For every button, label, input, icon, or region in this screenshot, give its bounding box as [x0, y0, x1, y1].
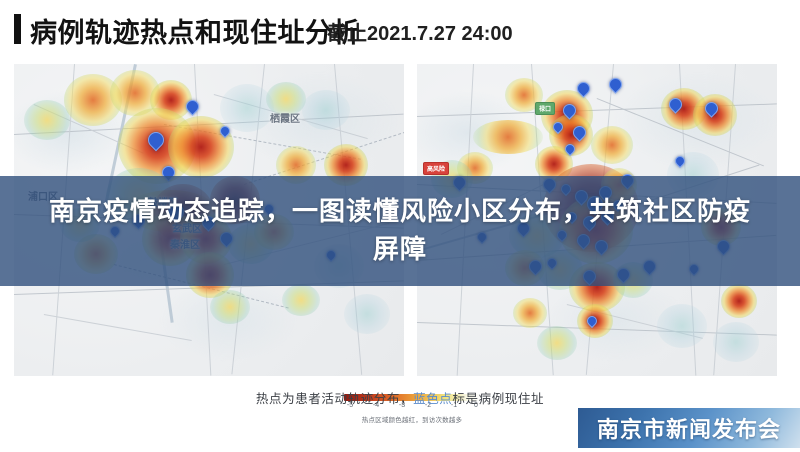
headline-text: 南京疫情动态追踪，一图读懂风险小区分布，共筑社区防疫屏障: [48, 196, 751, 264]
legend-gradient-bar: [344, 394, 480, 401]
legend-note: 热点区域颜色越红，到访次数越多: [361, 417, 463, 424]
cutoff-timestamp: 截止2021.7.27 24:00: [327, 23, 513, 45]
legend-tick: -3: [398, 402, 406, 409]
legend-tick: -1: [450, 402, 458, 409]
map-tag-lukou: 禄口: [535, 102, 556, 115]
caption-part-1: 热点为患者活动轨迹分布，: [255, 392, 414, 406]
badge-label: 南京市新闻发布会: [596, 417, 781, 442]
legend-ticks: -5 -4 -3 -2 -1 0: [344, 402, 480, 413]
map-caption: 热点为患者活动轨迹分布，蓝色点标是病例现住址: [0, 388, 800, 407]
title-accent-bar: [14, 14, 21, 44]
legend-tick: -2: [424, 402, 432, 409]
header: 病例轨迹热点和现住址分析 截止2021.7.27 24:00: [0, 0, 800, 58]
heatmap-legend: -5 -4 -3 -2 -1 0 热点区域颜色越红，到访次数越多: [340, 391, 484, 427]
legend-tick: 0: [474, 402, 478, 409]
press-conference-badge: 南京市新闻发布会: [578, 408, 800, 448]
legend-tick: -4: [372, 402, 380, 409]
page-title: 病例轨迹热点和现住址分析: [30, 18, 360, 48]
legend-tick: -5: [346, 402, 354, 409]
caption-part-2: 标是病例现住址: [452, 392, 545, 406]
district-label: 栖霞区: [270, 114, 300, 125]
headline-overlay-band: [0, 176, 800, 286]
map-tag-high-risk: 高风险: [423, 162, 450, 175]
caption-highlight: 蓝色点: [413, 392, 453, 406]
